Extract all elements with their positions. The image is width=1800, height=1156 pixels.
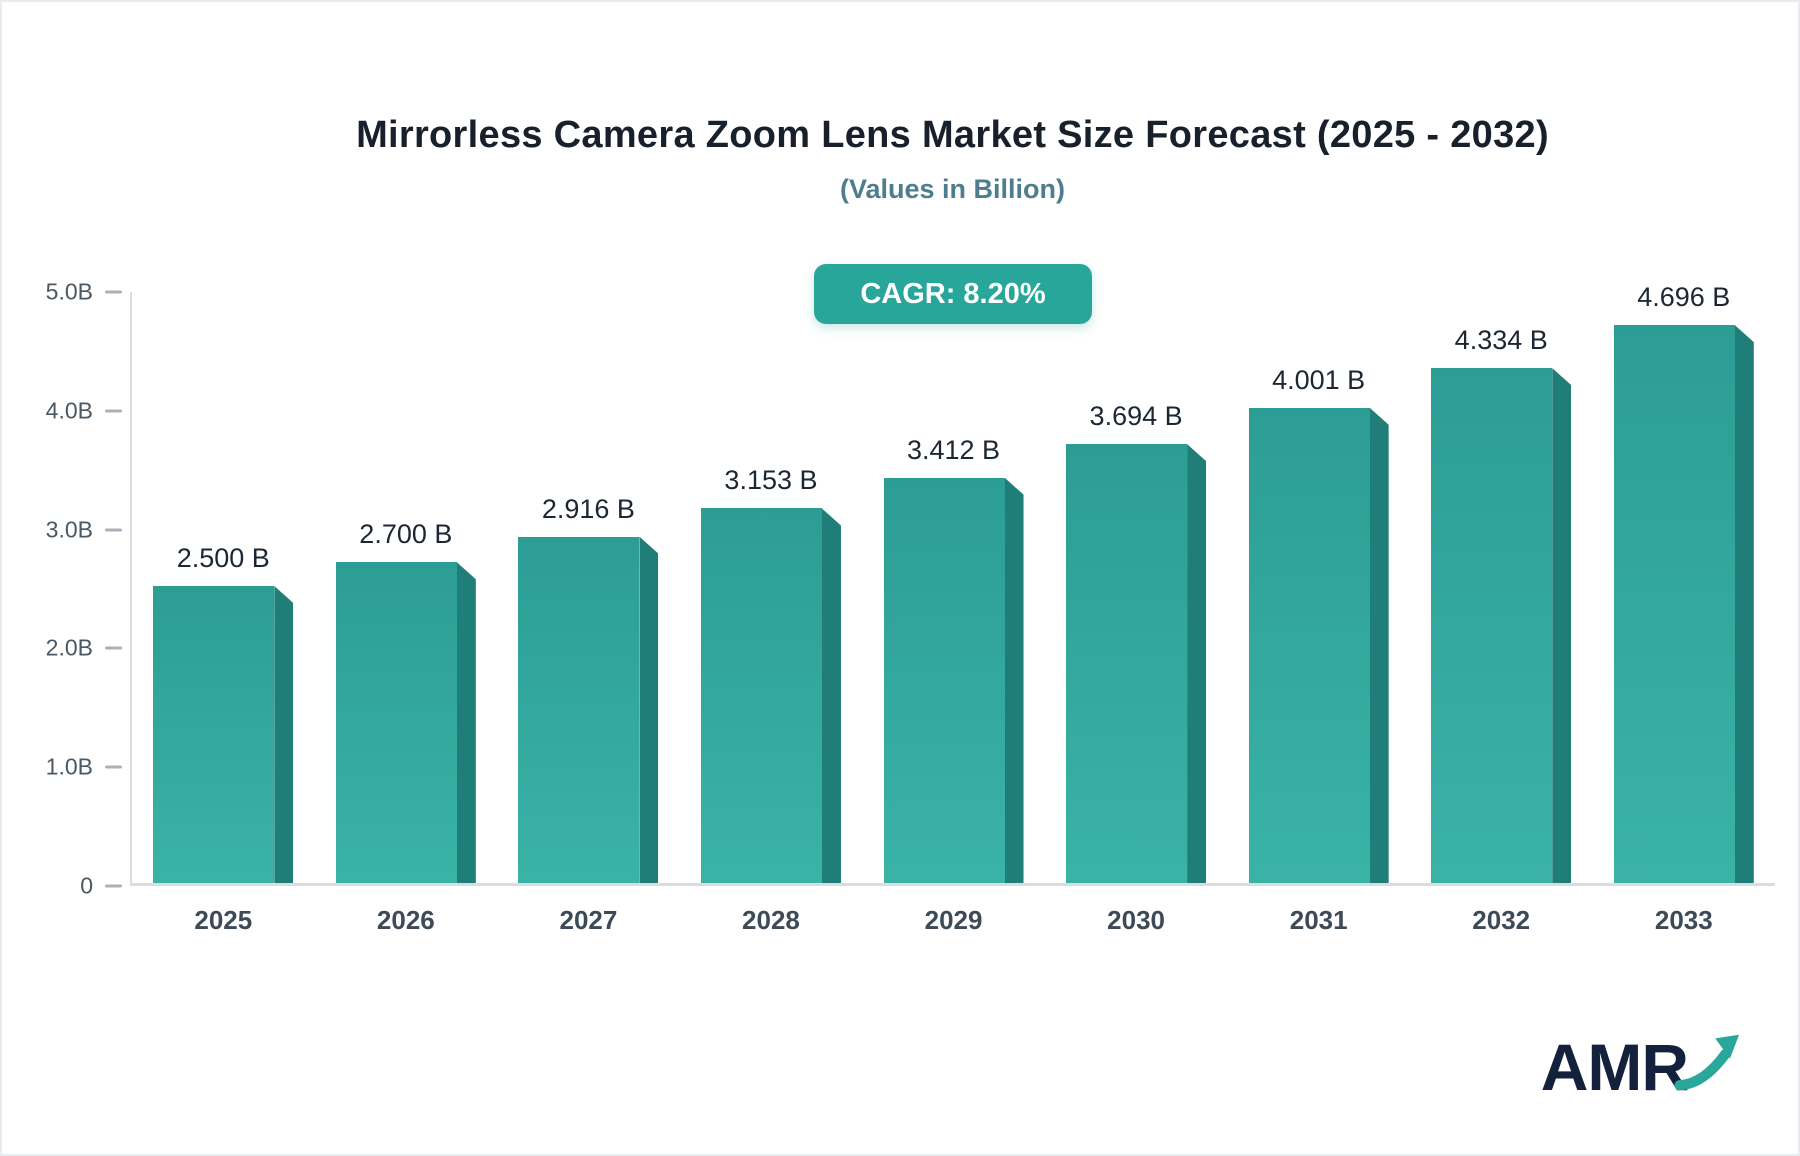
bar-side-face <box>456 562 476 883</box>
bar-side-face <box>639 536 659 883</box>
bar-side-face <box>1187 444 1207 883</box>
bar-side-face <box>1004 477 1024 883</box>
bar <box>1613 325 1754 883</box>
bar-side-face <box>1734 325 1754 883</box>
x-axis-label: 2026 <box>376 905 435 935</box>
bar-group: 2.916 B 2027 <box>497 292 680 935</box>
x-axis-label: 2033 <box>1654 905 1713 935</box>
bar-face <box>1431 368 1553 883</box>
amr-logo-text: AMR <box>1540 1030 1689 1104</box>
bars: 2.500 B 2025 2.700 B 2026 2.916 B 2027 3.153 B… <box>132 282 1776 935</box>
bar <box>153 586 294 883</box>
bar-face <box>1248 407 1370 883</box>
y-tick-label: 3.0B <box>45 516 93 543</box>
y-tick-label: 0 <box>80 872 93 899</box>
bar-value-label: 3.412 B <box>906 434 1001 465</box>
y-tick-label: 4.0B <box>45 397 93 424</box>
bar-face <box>700 508 822 883</box>
y-tick-label: 1.0B <box>45 753 93 780</box>
bar-value-label: 4.001 B <box>1272 364 1366 395</box>
bar-value-label: 4.334 B <box>1454 325 1548 356</box>
y-tick-mark <box>105 528 122 532</box>
x-axis-label: 2030 <box>1107 905 1166 935</box>
bar <box>700 508 841 883</box>
x-axis-label: 2029 <box>924 905 983 935</box>
bar <box>1248 407 1389 883</box>
bar-group: 2.700 B 2026 <box>315 292 498 935</box>
bar-value-label: 2.916 B <box>541 493 635 524</box>
y-tick: 1.0B <box>37 754 122 781</box>
bar-side-face <box>1369 407 1389 883</box>
y-tick-mark <box>105 290 122 294</box>
y-tick: 3.0B <box>37 516 122 543</box>
y-tick: 0 <box>37 873 122 900</box>
bar-side-face <box>821 508 841 883</box>
bar <box>518 536 659 883</box>
bar-group: 4.696 B 2033 <box>1593 282 1776 935</box>
y-tick: 4.0B <box>37 397 122 424</box>
bar-face <box>883 477 1005 883</box>
bar-side-face <box>1552 368 1572 883</box>
bar <box>335 562 476 883</box>
y-tick-mark <box>105 884 122 888</box>
bar-value-label: 3.694 B <box>1089 401 1183 432</box>
x-axis-label: 2032 <box>1472 905 1531 935</box>
y-tick-mark <box>105 765 122 769</box>
x-axis-label: 2025 <box>194 905 253 935</box>
bar-value-label: 3.153 B <box>724 465 818 496</box>
chart-subtitle: (Values in Billion) <box>839 174 1066 204</box>
bar-face <box>518 536 640 883</box>
bar-face <box>153 586 275 883</box>
bar-group: 3.153 B 2028 <box>680 292 863 935</box>
bar-group: 2.500 B 2025 <box>132 292 315 935</box>
x-axis-label: 2031 <box>1289 905 1348 935</box>
bar-value-label: 4.696 B <box>1637 282 1731 313</box>
amr-logo: AMR <box>1541 1032 1740 1100</box>
x-axis-label: 2028 <box>742 905 800 935</box>
bar <box>883 477 1024 883</box>
bar-group: 4.334 B 2032 <box>1410 292 1593 935</box>
bar <box>1066 444 1207 883</box>
x-axis-label: 2027 <box>559 905 618 935</box>
bar-group: 3.694 B 2030 <box>1045 292 1228 935</box>
y-tick-label: 5.0B <box>45 278 93 305</box>
y-tick-label: 2.0B <box>45 634 93 661</box>
bar-group: 4.001 B 2031 <box>1227 292 1410 935</box>
bar-chart: 5.0B 4.0B 3.0B 2.0B 1.0B 0 2.500 B 2025 2.700 B… <box>46 279 1776 935</box>
growth-arrow-icon <box>1674 1034 1740 1091</box>
bar-value-label: 2.700 B <box>359 519 453 550</box>
bar-value-label: 2.500 B <box>176 543 270 573</box>
bar-group: 3.412 B 2029 <box>862 292 1045 935</box>
bar-side-face <box>274 586 294 883</box>
y-tick-mark <box>105 646 122 650</box>
y-tick: 2.0B <box>37 635 122 662</box>
bar-face <box>335 562 457 883</box>
bar <box>1431 368 1572 883</box>
y-tick-mark <box>105 409 122 413</box>
cagr-badge: CAGR: 8.20% <box>814 264 1092 324</box>
bar-face <box>1613 325 1735 883</box>
bar-face <box>1066 444 1188 883</box>
y-tick: 5.0B <box>37 279 122 306</box>
chart-title: Mirrorless Camera Zoom Lens Market Size … <box>356 114 1549 156</box>
